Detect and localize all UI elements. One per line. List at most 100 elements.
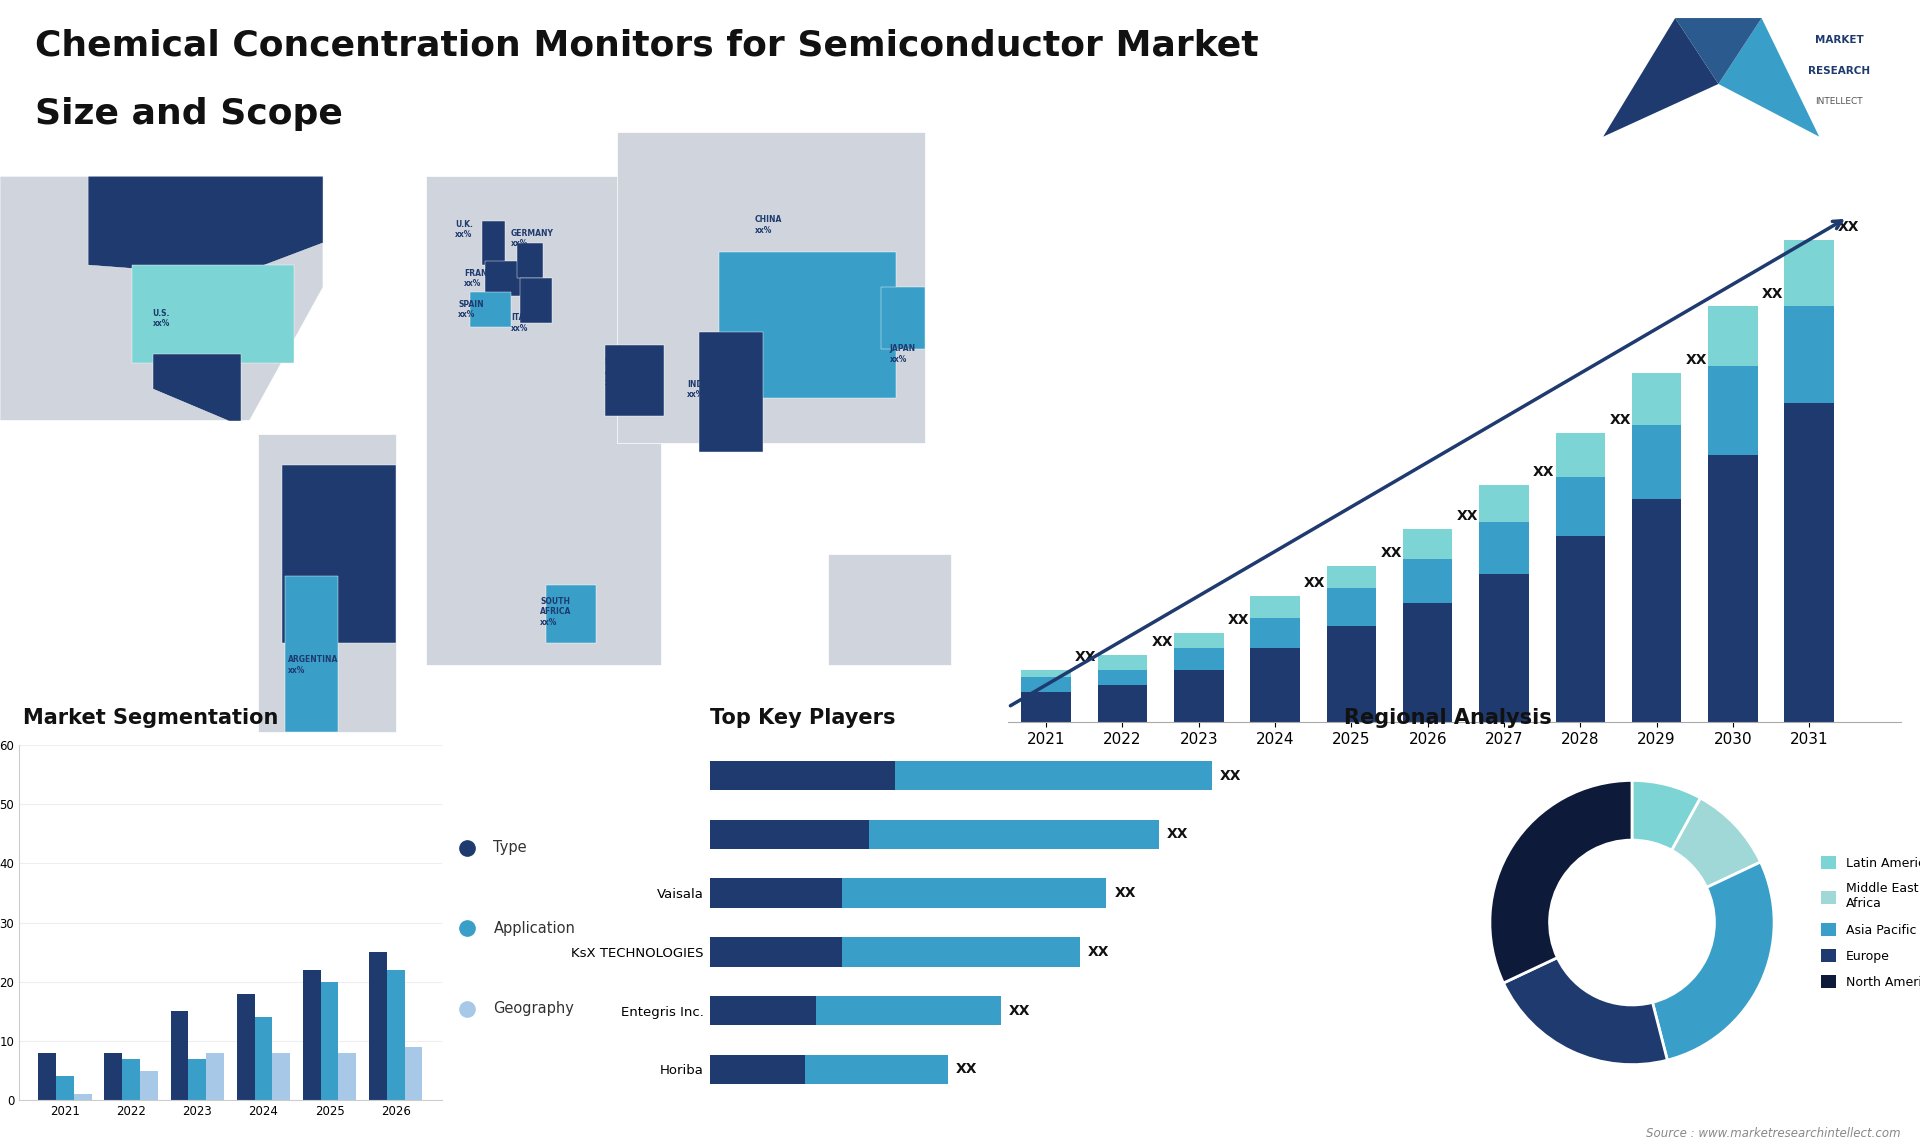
- Text: XX: XX: [1837, 220, 1860, 234]
- Polygon shape: [516, 243, 543, 278]
- Text: Application: Application: [493, 920, 576, 936]
- Bar: [1404, 603, 1453, 722]
- Bar: [710, 819, 1160, 849]
- Bar: [75, 1094, 92, 1100]
- Polygon shape: [1674, 18, 1763, 84]
- Bar: [104, 1053, 123, 1100]
- Bar: [1478, 574, 1528, 722]
- Bar: [273, 1053, 290, 1100]
- Bar: [710, 937, 843, 966]
- Polygon shape: [828, 554, 952, 665]
- Bar: [1327, 626, 1377, 722]
- Text: CHINA
xx%: CHINA xx%: [755, 215, 781, 235]
- Bar: [1098, 685, 1148, 722]
- Text: BRAZIL
xx%: BRAZIL xx%: [300, 513, 330, 533]
- Wedge shape: [1672, 798, 1761, 887]
- Bar: [1327, 588, 1377, 626]
- Bar: [369, 952, 386, 1100]
- Bar: [1250, 596, 1300, 618]
- Bar: [386, 970, 405, 1100]
- Text: XX: XX: [1609, 413, 1630, 426]
- Bar: [1709, 366, 1757, 455]
- Text: Market Segmentation: Market Segmentation: [23, 708, 278, 728]
- Polygon shape: [1603, 18, 1718, 136]
- Bar: [140, 1070, 157, 1100]
- Polygon shape: [88, 176, 323, 274]
- Bar: [710, 996, 816, 1026]
- Polygon shape: [132, 265, 294, 363]
- Text: CANADA
xx%: CANADA xx%: [182, 189, 219, 209]
- Bar: [1709, 306, 1757, 366]
- Text: GERMANY
xx%: GERMANY xx%: [511, 229, 553, 249]
- Polygon shape: [259, 434, 396, 731]
- Text: XX: XX: [1457, 509, 1478, 523]
- Bar: [1021, 670, 1071, 677]
- Text: XX: XX: [1227, 613, 1250, 627]
- Bar: [710, 819, 868, 849]
- Bar: [1173, 633, 1223, 647]
- Text: JAPAN
xx%: JAPAN xx%: [889, 344, 916, 363]
- Bar: [1021, 677, 1071, 692]
- Wedge shape: [1653, 862, 1774, 1060]
- Bar: [171, 1011, 188, 1100]
- Bar: [1404, 559, 1453, 603]
- Text: XX: XX: [1686, 353, 1707, 368]
- Polygon shape: [545, 584, 595, 643]
- Bar: [38, 1053, 56, 1100]
- Bar: [710, 761, 1212, 791]
- Bar: [1784, 240, 1834, 306]
- Wedge shape: [1632, 780, 1701, 850]
- Text: INTELLECT: INTELLECT: [1816, 96, 1862, 105]
- Text: Source : www.marketresearchintellect.com: Source : www.marketresearchintellect.com: [1645, 1128, 1901, 1140]
- Polygon shape: [484, 260, 522, 296]
- Polygon shape: [720, 252, 895, 399]
- Polygon shape: [520, 278, 553, 323]
- Text: SPAIN
xx%: SPAIN xx%: [459, 300, 484, 320]
- Polygon shape: [154, 354, 240, 421]
- Text: XX: XX: [1380, 547, 1402, 560]
- Bar: [188, 1059, 205, 1100]
- Polygon shape: [881, 288, 925, 350]
- Bar: [710, 879, 1106, 908]
- Bar: [1709, 455, 1757, 722]
- Bar: [338, 1053, 357, 1100]
- Text: Geography: Geography: [493, 1002, 574, 1017]
- Bar: [1555, 536, 1605, 722]
- Bar: [236, 994, 255, 1100]
- Polygon shape: [470, 292, 511, 328]
- Polygon shape: [426, 176, 660, 665]
- Bar: [710, 1054, 948, 1084]
- Text: Top Key Players: Top Key Players: [710, 708, 897, 728]
- Text: XX: XX: [1152, 635, 1173, 650]
- Bar: [1098, 670, 1148, 685]
- Legend: Latin America, Middle East &
Africa, Asia Pacific, Europe, North America: Latin America, Middle East & Africa, Asi…: [1816, 851, 1920, 994]
- Text: XX: XX: [1167, 827, 1188, 841]
- Polygon shape: [482, 221, 505, 265]
- Text: ARGENTINA
xx%: ARGENTINA xx%: [288, 656, 338, 675]
- Polygon shape: [1718, 18, 1820, 136]
- Bar: [1404, 529, 1453, 559]
- Polygon shape: [0, 176, 323, 421]
- Bar: [405, 1047, 422, 1100]
- Text: Size and Scope: Size and Scope: [35, 97, 342, 132]
- Bar: [1632, 425, 1682, 500]
- Text: Type: Type: [493, 840, 528, 855]
- Bar: [321, 982, 338, 1100]
- Text: ITALY
xx%: ITALY xx%: [511, 313, 534, 332]
- Text: U.K.
xx%: U.K. xx%: [455, 220, 472, 240]
- Text: U.S.
xx%: U.S. xx%: [154, 308, 171, 328]
- Text: XX: XX: [1304, 576, 1325, 590]
- Wedge shape: [1490, 780, 1632, 983]
- Bar: [1784, 306, 1834, 403]
- Text: SAUDI
ARABIA
xx%: SAUDI ARABIA xx%: [605, 356, 637, 386]
- Text: XX: XX: [1114, 886, 1137, 900]
- Text: Chemical Concentration Monitors for Semiconductor Market: Chemical Concentration Monitors for Semi…: [35, 29, 1258, 63]
- Text: XX: XX: [1075, 650, 1096, 665]
- Bar: [303, 970, 321, 1100]
- Wedge shape: [1503, 958, 1667, 1065]
- Bar: [1021, 692, 1071, 722]
- Bar: [1250, 618, 1300, 647]
- Text: MEXICO
xx%: MEXICO xx%: [171, 371, 204, 391]
- Text: RESEARCH: RESEARCH: [1809, 65, 1870, 76]
- Bar: [1632, 374, 1682, 425]
